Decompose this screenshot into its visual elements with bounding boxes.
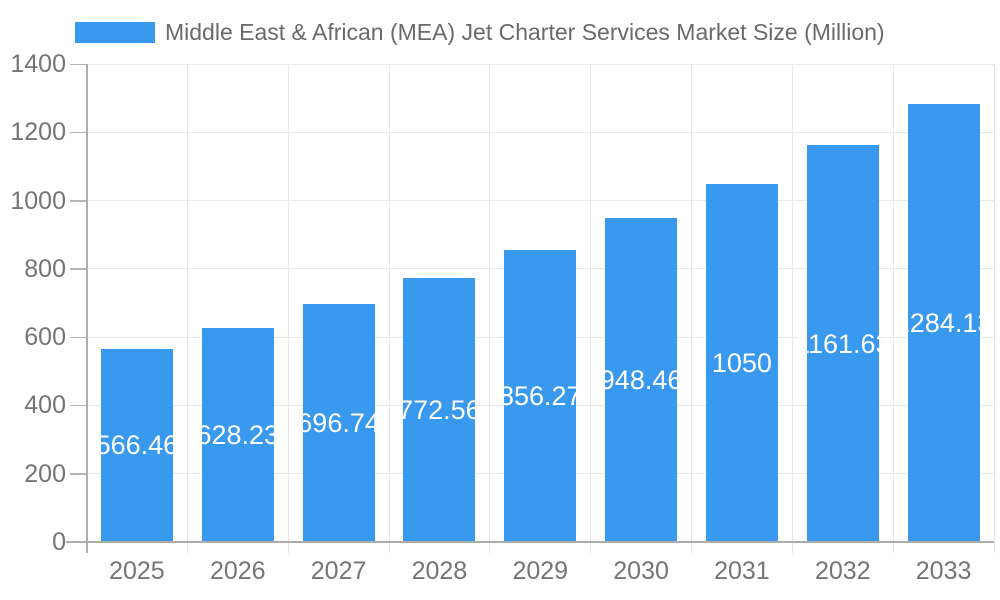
- y-axis-tick: [70, 404, 86, 407]
- x-axis-label: 2030: [613, 557, 669, 585]
- y-axis-label: 200: [24, 459, 66, 488]
- y-axis-tick: [70, 131, 86, 134]
- bar: [100, 348, 173, 542]
- legend-swatch: [75, 22, 155, 43]
- bar-value-label: 1284.13: [894, 307, 993, 338]
- gridline-vertical: [691, 64, 692, 553]
- gridline-vertical: [993, 64, 995, 553]
- gridline-vertical: [791, 64, 793, 553]
- gridline-horizontal: [86, 200, 994, 202]
- gridline-horizontal: [86, 131, 994, 133]
- y-axis-tick: [70, 336, 86, 339]
- legend-label: Middle East & African (MEA) Jet Charter …: [165, 19, 885, 45]
- x-axis-tick: [388, 542, 390, 553]
- x-axis-label: 2031: [714, 557, 770, 585]
- bar: [201, 327, 274, 542]
- x-axis-tick: [691, 542, 692, 553]
- bar: [403, 278, 476, 542]
- bar: [605, 218, 678, 542]
- x-axis-tick: [791, 542, 793, 553]
- x-axis-tick: [186, 542, 188, 553]
- bar-value-label: 1161.63: [794, 328, 891, 359]
- gridline-vertical: [388, 64, 390, 553]
- gridline-vertical: [590, 64, 592, 553]
- gridline-horizontal: [86, 63, 994, 65]
- bar: [806, 145, 879, 542]
- bar: [302, 304, 375, 542]
- bar-value-label: 696.74: [297, 408, 380, 439]
- x-axis-label: 2025: [109, 557, 165, 585]
- bar-value-label: 628.23: [196, 419, 280, 450]
- y-axis-label: 800: [24, 254, 66, 283]
- x-axis-label: 2028: [411, 557, 468, 585]
- x-axis-line: [66, 541, 994, 543]
- bar: [907, 103, 980, 542]
- x-axis-label: 2026: [209, 557, 266, 585]
- x-axis-tick: [489, 542, 491, 553]
- gridline-vertical: [186, 64, 188, 553]
- bar-value-label: 566.46: [95, 430, 179, 461]
- x-axis-tick: [993, 542, 995, 553]
- bar: [705, 183, 778, 542]
- bar-value-label: 948.46: [599, 365, 683, 396]
- y-axis-tick: [70, 268, 86, 270]
- y-axis-label: 1000: [10, 186, 66, 215]
- bar-value-label: 856.27: [498, 380, 582, 411]
- y-axis-label: 400: [24, 391, 66, 420]
- bar-value-label: 772.56: [398, 395, 481, 426]
- y-axis-tick: [70, 63, 86, 65]
- x-axis-tick: [590, 542, 592, 553]
- x-axis-label: 2032: [814, 557, 871, 585]
- bar: [504, 249, 577, 542]
- x-axis-tick: [892, 542, 894, 553]
- y-axis-label: 0: [52, 528, 66, 556]
- gridline-vertical: [892, 64, 894, 553]
- y-axis-line: [85, 64, 88, 553]
- y-axis-label: 1400: [10, 50, 66, 78]
- y-axis-label: 600: [24, 323, 66, 352]
- x-axis-tick: [287, 542, 289, 553]
- x-axis-label: 2029: [512, 557, 569, 585]
- y-axis-tick: [70, 200, 86, 202]
- x-axis-label: 2033: [915, 557, 972, 585]
- gridline-vertical: [489, 64, 491, 553]
- y-axis-label: 1200: [10, 118, 66, 147]
- y-axis-tick: [70, 473, 86, 475]
- x-axis-label: 2027: [310, 557, 367, 585]
- gridline-vertical: [287, 64, 289, 553]
- chart-legend[interactable]: Middle East & African (MEA) Jet Charter …: [0, 0, 1000, 50]
- bar-value-label: 1050: [711, 347, 772, 378]
